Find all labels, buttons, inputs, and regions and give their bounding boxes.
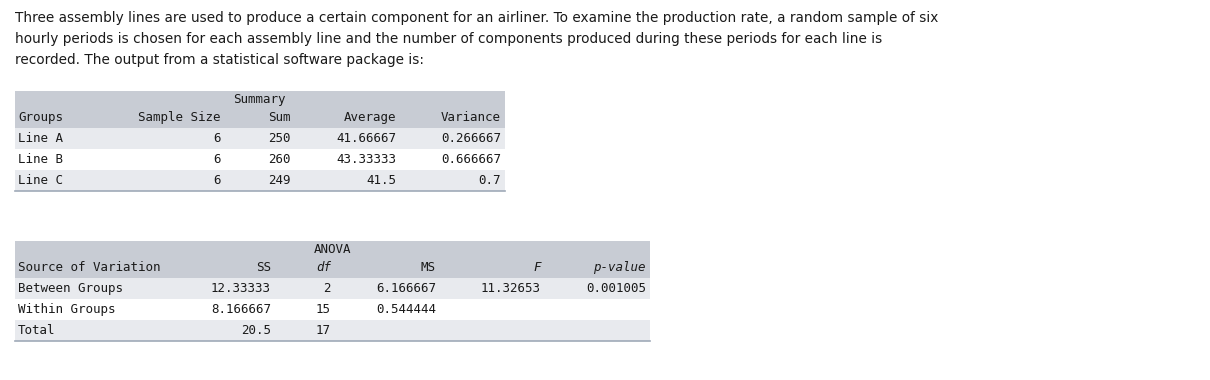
Text: 6: 6 <box>213 153 221 166</box>
Text: MS: MS <box>421 261 436 274</box>
Text: Groups: Groups <box>18 111 63 124</box>
FancyBboxPatch shape <box>15 128 505 149</box>
Text: 43.33333: 43.33333 <box>336 153 396 166</box>
Text: ANOVA: ANOVA <box>313 243 351 256</box>
Text: 0.544444: 0.544444 <box>376 303 436 316</box>
Text: 12.33333: 12.33333 <box>211 282 271 295</box>
Text: 0.7: 0.7 <box>478 174 501 187</box>
FancyBboxPatch shape <box>15 257 650 278</box>
Text: Three assembly lines are used to produce a certain component for an airliner. To: Three assembly lines are used to produce… <box>15 11 938 66</box>
Text: 6: 6 <box>213 174 221 187</box>
Text: Between Groups: Between Groups <box>18 282 123 295</box>
Text: 0.666667: 0.666667 <box>440 153 501 166</box>
FancyBboxPatch shape <box>15 241 650 257</box>
Text: Average: Average <box>344 111 396 124</box>
Text: 250: 250 <box>269 132 290 145</box>
FancyBboxPatch shape <box>15 320 650 341</box>
Text: 6: 6 <box>213 132 221 145</box>
FancyBboxPatch shape <box>15 170 505 191</box>
Text: 0.001005: 0.001005 <box>586 282 646 295</box>
Text: Variance: Variance <box>440 111 501 124</box>
Text: df: df <box>316 261 330 274</box>
Text: 17: 17 <box>316 324 330 337</box>
Text: 6.166667: 6.166667 <box>376 282 436 295</box>
Text: Total: Total <box>18 324 56 337</box>
Text: Summary: Summary <box>234 93 286 106</box>
Text: Within Groups: Within Groups <box>18 303 116 316</box>
Text: Line B: Line B <box>18 153 63 166</box>
Text: 11.32653: 11.32653 <box>480 282 541 295</box>
Text: F: F <box>534 261 541 274</box>
Text: Line A: Line A <box>18 132 63 145</box>
Text: p-value: p-value <box>593 261 646 274</box>
FancyBboxPatch shape <box>15 278 650 299</box>
FancyBboxPatch shape <box>15 107 505 128</box>
Text: Sum: Sum <box>269 111 290 124</box>
Text: 249: 249 <box>269 174 290 187</box>
Text: 15: 15 <box>316 303 330 316</box>
Text: Source of Variation: Source of Variation <box>18 261 161 274</box>
Text: Line C: Line C <box>18 174 63 187</box>
Text: SS: SS <box>255 261 271 274</box>
Text: 20.5: 20.5 <box>241 324 271 337</box>
FancyBboxPatch shape <box>15 149 505 170</box>
Text: 8.166667: 8.166667 <box>211 303 271 316</box>
Text: 0.266667: 0.266667 <box>440 132 501 145</box>
Text: Sample Size: Sample Size <box>138 111 221 124</box>
Text: 260: 260 <box>269 153 290 166</box>
FancyBboxPatch shape <box>15 91 505 107</box>
Text: 41.5: 41.5 <box>365 174 396 187</box>
Text: 2: 2 <box>323 282 330 295</box>
FancyBboxPatch shape <box>15 299 650 320</box>
Text: 41.66667: 41.66667 <box>336 132 396 145</box>
